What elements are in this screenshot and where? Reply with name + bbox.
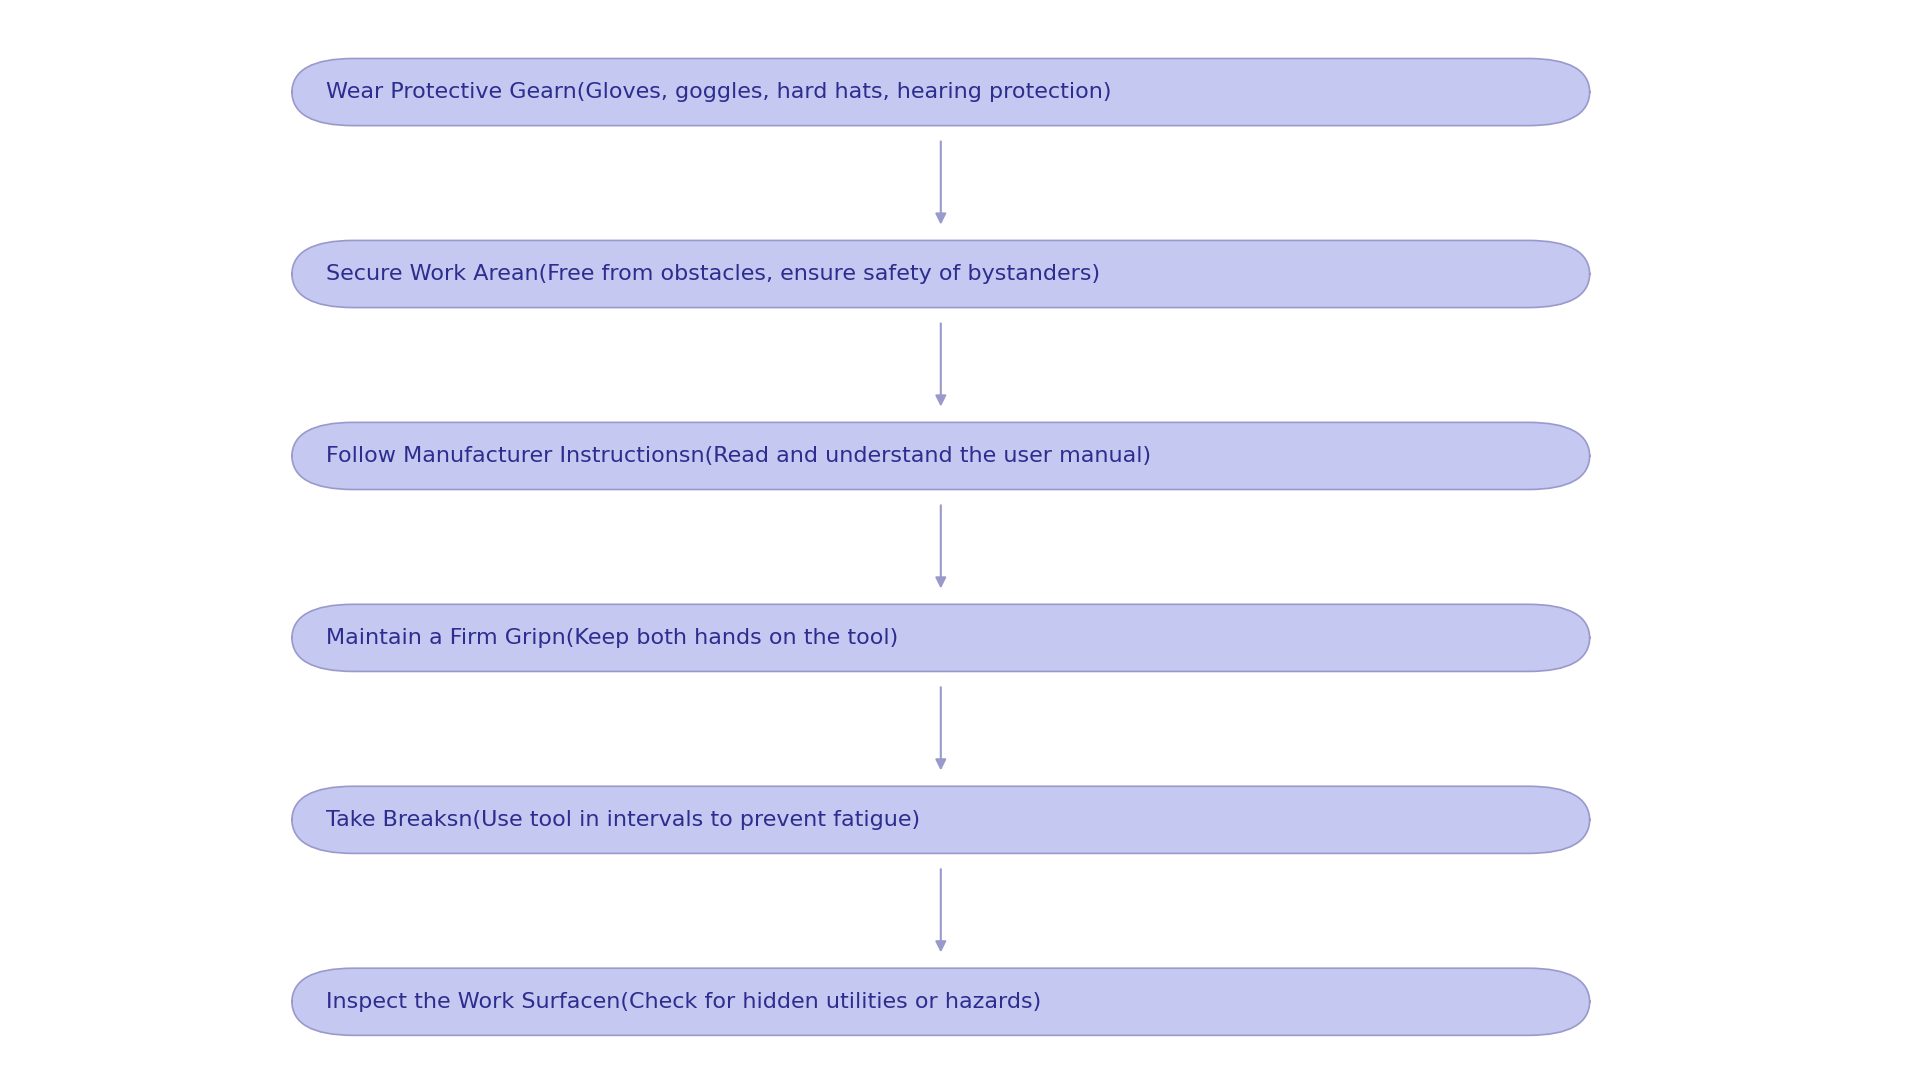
Text: Secure Work Arean(Free from obstacles, ensure safety of bystanders): Secure Work Arean(Free from obstacles, e… (326, 264, 1100, 284)
FancyBboxPatch shape (292, 58, 1590, 126)
FancyBboxPatch shape (292, 240, 1590, 308)
Text: Maintain a Firm Gripn(Keep both hands on the tool): Maintain a Firm Gripn(Keep both hands on… (326, 628, 899, 648)
Text: Take Breaksn(Use tool in intervals to prevent fatigue): Take Breaksn(Use tool in intervals to pr… (326, 810, 920, 830)
FancyBboxPatch shape (292, 422, 1590, 490)
FancyBboxPatch shape (292, 786, 1590, 853)
Text: Wear Protective Gearn(Gloves, goggles, hard hats, hearing protection): Wear Protective Gearn(Gloves, goggles, h… (326, 82, 1112, 102)
FancyBboxPatch shape (292, 604, 1590, 671)
Text: Follow Manufacturer Instructionsn(Read and understand the user manual): Follow Manufacturer Instructionsn(Read a… (326, 446, 1152, 466)
Text: Inspect the Work Surfacen(Check for hidden utilities or hazards): Inspect the Work Surfacen(Check for hidd… (326, 992, 1043, 1012)
FancyBboxPatch shape (292, 968, 1590, 1035)
